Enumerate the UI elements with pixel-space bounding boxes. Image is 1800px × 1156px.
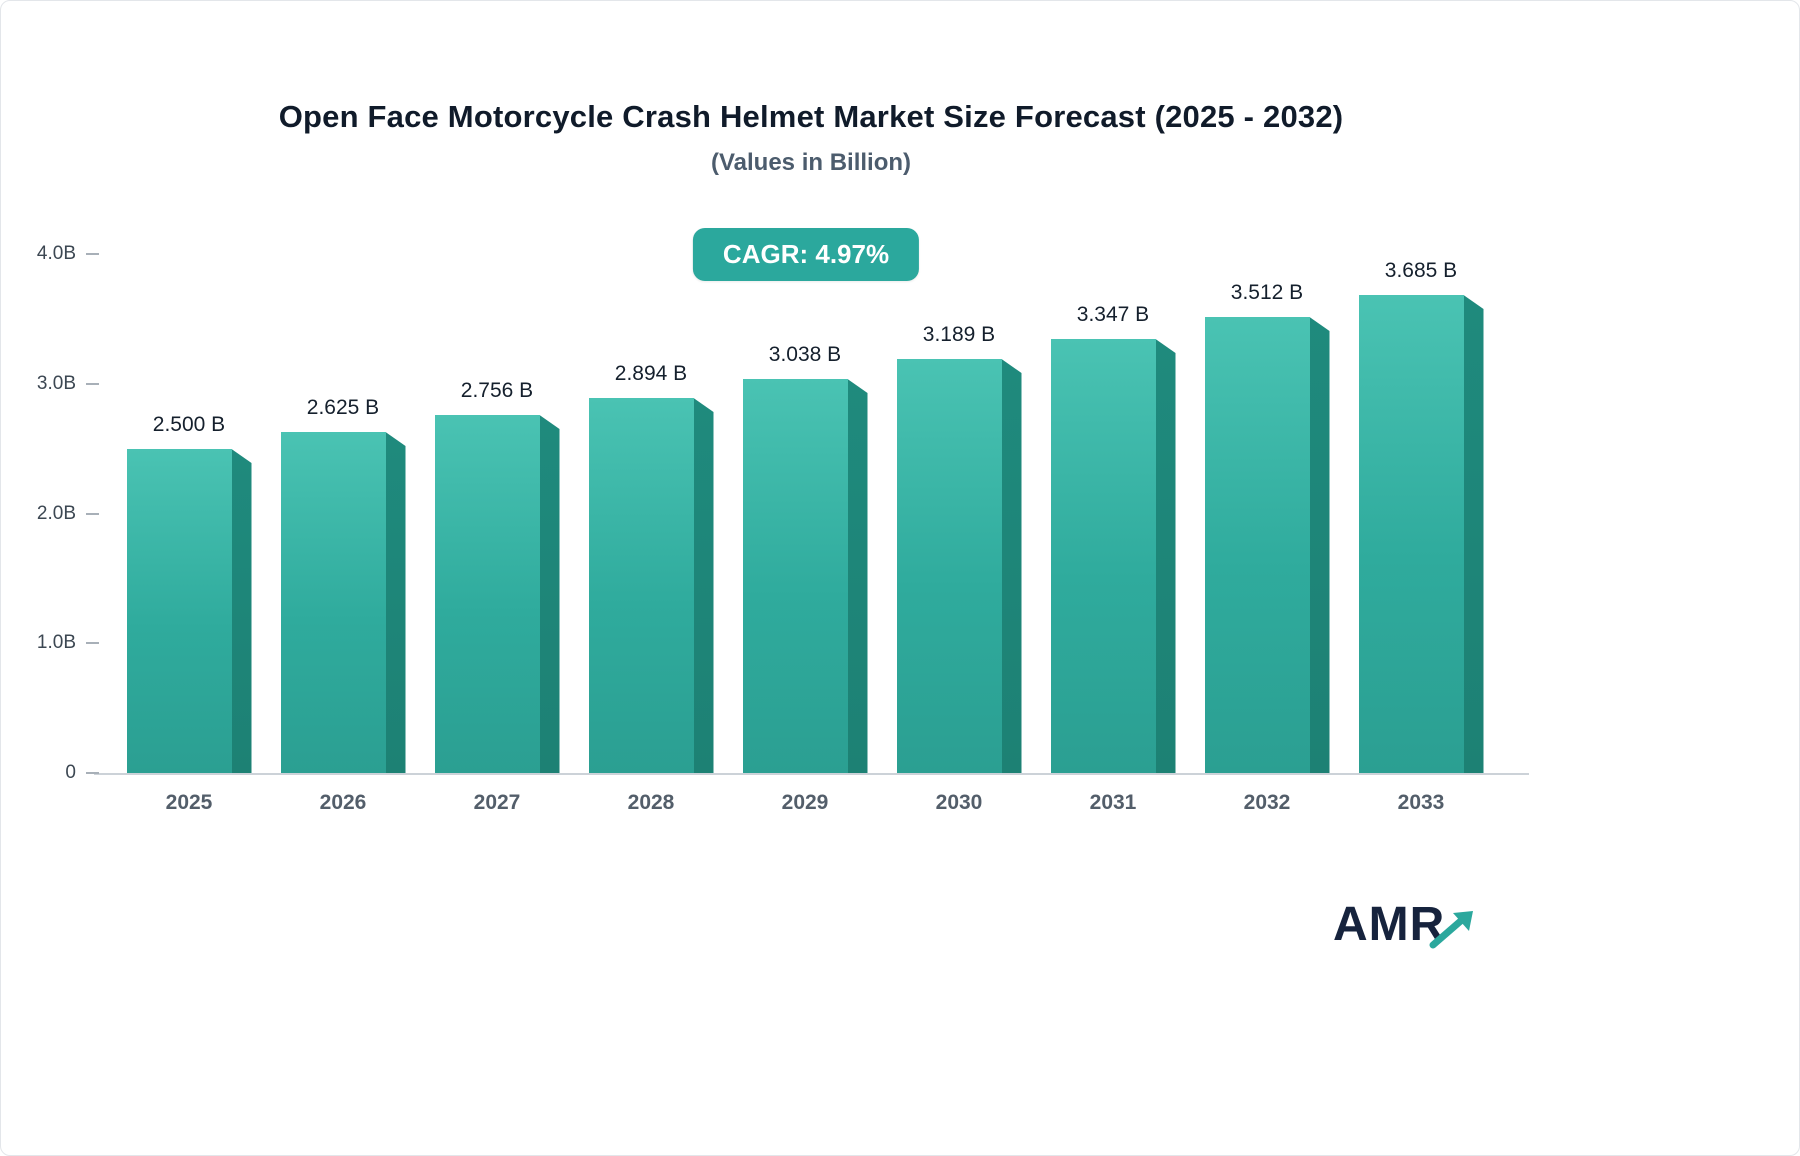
bar-front-face — [280, 432, 386, 773]
amr-logo: AMR — [1333, 897, 1493, 967]
bar-front-face — [896, 359, 1002, 773]
bar — [1204, 317, 1330, 773]
x-axis-label: 2031 — [1089, 791, 1137, 814]
x-axis-label: 2030 — [935, 791, 983, 814]
x-axis-label: 2027 — [473, 791, 521, 814]
bar-value-label: 3.347 B — [1076, 303, 1150, 326]
bar-side-face — [1155, 339, 1176, 773]
y-tick-mark — [86, 642, 99, 645]
bar — [1358, 295, 1484, 773]
y-tick-label: 1.0B — [36, 632, 76, 654]
bar — [126, 449, 252, 773]
bar-side-face — [231, 449, 252, 773]
bar-front-face — [588, 398, 694, 773]
bar-front-face — [1050, 339, 1156, 773]
x-axis-label: 2028 — [627, 791, 675, 814]
bar-front-face — [434, 415, 540, 773]
chart-title: Open Face Motorcycle Crash Helmet Market… — [278, 99, 1344, 134]
bar-side-face — [1463, 295, 1484, 773]
bar-front-face — [1204, 317, 1310, 773]
y-tick-label: 4.0B — [36, 243, 76, 264]
bar — [434, 415, 560, 773]
bar-front-face — [126, 449, 232, 773]
x-axis-line — [94, 773, 1529, 775]
y-tick-label: 3.0B — [36, 372, 76, 394]
x-axis-label: 2029 — [781, 791, 829, 814]
y-tick-mark — [86, 253, 99, 255]
y-tick-label: 2.0B — [36, 502, 76, 524]
y-tick-mark — [86, 512, 99, 515]
bar — [588, 398, 714, 773]
bar — [1050, 339, 1176, 773]
y-tick-mark — [86, 772, 99, 774]
x-axis-label: 2033 — [1397, 791, 1445, 814]
y-tick-mark — [86, 382, 99, 385]
y-tick-label: 0 — [65, 762, 76, 783]
chart-subtitle: (Values in Billion) — [710, 149, 912, 176]
plot-area: 0 1.0B 2.0B 3.0B 4.0B 2.500 B 2.625 B 2.756 B 2… — [37, 243, 1529, 814]
bar-value-label: 3.189 B — [922, 323, 996, 346]
x-axis-label: 2032 — [1243, 791, 1291, 814]
bar-side-face — [539, 415, 560, 773]
bar-value-label: 3.512 B — [1230, 281, 1304, 304]
cagr-badge: CAGR: 4.97% — [692, 228, 920, 281]
bar-side-face — [1309, 317, 1330, 773]
bar-value-label: 3.038 B — [768, 343, 842, 366]
amr-logo-text: AMR — [1333, 898, 1446, 951]
x-axis-label: 2026 — [319, 791, 367, 814]
bar-side-face — [693, 398, 714, 773]
bar-side-face — [847, 379, 868, 773]
bar — [742, 379, 868, 773]
bar-front-face — [742, 379, 848, 773]
bar-value-label: 2.500 B — [152, 413, 226, 436]
bar — [280, 432, 406, 773]
x-axis-label: 2025 — [165, 791, 213, 814]
bar — [896, 359, 1022, 773]
bar-value-label: 2.625 B — [306, 396, 380, 419]
bar-value-label: 3.685 B — [1384, 259, 1458, 282]
growth-arrow-icon — [1429, 911, 1473, 949]
bar-side-face — [385, 432, 406, 773]
bar-front-face — [1358, 295, 1464, 773]
bar-value-label: 2.756 B — [460, 379, 534, 402]
bar-value-label: 2.894 B — [614, 362, 688, 385]
bar-side-face — [1001, 359, 1022, 773]
